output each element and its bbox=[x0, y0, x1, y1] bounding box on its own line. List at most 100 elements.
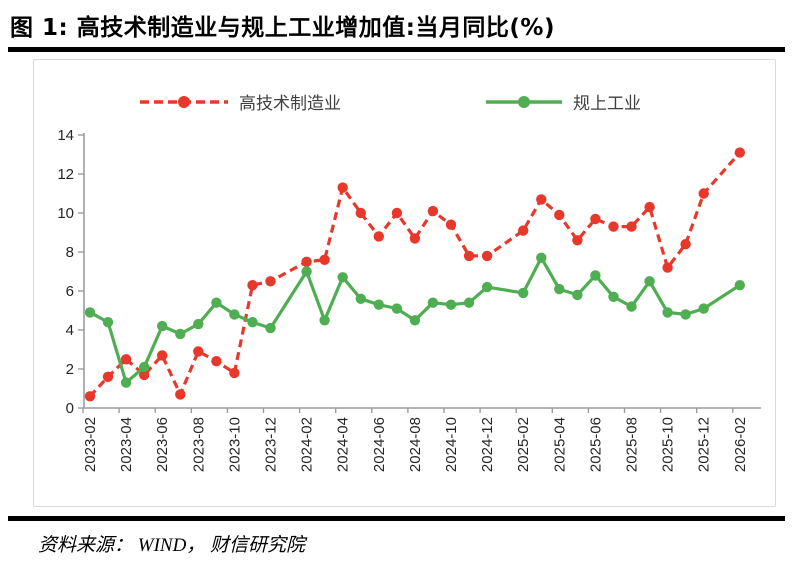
series-1-marker bbox=[355, 293, 366, 304]
series-1-marker bbox=[427, 297, 439, 308]
series-0-marker bbox=[481, 250, 493, 262]
source-attribution: 资料来源： WIND， 财信研究院 bbox=[38, 535, 306, 556]
series-1-marker bbox=[481, 281, 493, 293]
y-tick-label: 2 bbox=[66, 361, 74, 378]
x-tick-label: 2025-12 bbox=[696, 417, 713, 472]
series-0-marker bbox=[463, 250, 475, 262]
series-1-marker bbox=[102, 317, 114, 328]
series-1-marker bbox=[662, 307, 673, 318]
x-tick-label: 2023-12 bbox=[263, 417, 280, 472]
series-1-marker bbox=[680, 309, 691, 320]
series-0-marker bbox=[590, 213, 601, 225]
x-tick-label: 2024-08 bbox=[407, 417, 424, 472]
series-1-marker bbox=[608, 291, 619, 302]
series-0-marker bbox=[319, 254, 330, 265]
y-tick-label: 10 bbox=[57, 205, 74, 222]
chart-panel: 高技术制造业 规上工业 0 2 4 6 8 10 12 14 2023-02 2023-04 202… bbox=[33, 59, 776, 507]
series-1-marker bbox=[644, 276, 655, 287]
x-tick-label: 2025-04 bbox=[551, 417, 568, 472]
x-tick-label: 2023-02 bbox=[82, 417, 99, 472]
legend-label-industry: 规上工业 bbox=[573, 94, 641, 113]
series-1-marker bbox=[626, 301, 637, 312]
series-1-marker bbox=[391, 303, 403, 314]
x-tick-label: 2024-12 bbox=[479, 417, 496, 472]
series-1-marker bbox=[337, 272, 348, 283]
x-tick-label: 2024-06 bbox=[371, 417, 388, 472]
y-tick-label: 0 bbox=[66, 400, 74, 417]
x-tick-label: 2025-08 bbox=[624, 417, 641, 472]
series-0-marker bbox=[445, 219, 457, 230]
x-tick-label: 2024-04 bbox=[335, 417, 352, 472]
x-tick-label: 2026-02 bbox=[732, 417, 749, 472]
series-1-marker bbox=[211, 297, 222, 308]
series-1-marker bbox=[734, 280, 745, 291]
series-1-marker bbox=[409, 315, 421, 326]
series-0-marker bbox=[626, 221, 637, 232]
series-0-marker bbox=[355, 207, 366, 219]
x-tick-label: 2024-02 bbox=[299, 417, 316, 472]
series-0-marker bbox=[139, 369, 150, 381]
series-0-marker bbox=[211, 356, 222, 367]
x-tick-label: 2025-10 bbox=[660, 417, 677, 472]
legend-label-hightech: 高技术制造业 bbox=[239, 94, 341, 113]
series-0-marker bbox=[120, 354, 132, 365]
series-0-marker bbox=[175, 389, 186, 400]
x-tick-label: 2024-10 bbox=[443, 417, 460, 472]
series-1-marker bbox=[572, 289, 583, 301]
x-tick-label: 2025-06 bbox=[587, 417, 604, 472]
series-1-marker bbox=[84, 307, 96, 318]
bottom-divider-rule bbox=[8, 516, 785, 521]
series-0-marker bbox=[427, 205, 439, 217]
series-0-marker bbox=[409, 233, 421, 244]
series-0-marker bbox=[644, 201, 655, 213]
series-0-marker bbox=[337, 182, 348, 193]
y-tick-label: 4 bbox=[66, 322, 74, 339]
series-1-line bbox=[89, 256, 741, 385]
series-0-marker bbox=[247, 280, 258, 291]
series-0-marker bbox=[373, 231, 384, 242]
series-1-marker bbox=[301, 266, 312, 277]
y-tick-label: 12 bbox=[57, 166, 74, 183]
series-0-marker bbox=[662, 262, 673, 273]
series-1-marker bbox=[229, 309, 240, 320]
series-1-marker bbox=[193, 318, 204, 330]
series-0-marker bbox=[554, 209, 565, 221]
series-1-marker bbox=[247, 317, 258, 328]
series-0-marker bbox=[229, 367, 240, 379]
series-0-marker bbox=[301, 256, 312, 267]
legend-swatch-solid-green-icon bbox=[486, 95, 562, 108]
legend-item-industry: 规上工业 bbox=[484, 89, 641, 114]
series-0-marker bbox=[193, 346, 204, 357]
series-1-marker bbox=[518, 287, 529, 299]
series-0-marker bbox=[84, 391, 96, 402]
series-0-marker bbox=[608, 221, 619, 232]
series-1-marker bbox=[463, 297, 475, 308]
series-0-marker bbox=[265, 276, 276, 287]
figure-title: 图 1: 高技术制造业与规上工业增加值:当月同比(%) bbox=[10, 15, 555, 41]
series-1-marker bbox=[698, 303, 709, 314]
series-1-marker bbox=[590, 270, 601, 281]
legend-item-hightech: 高技术制造业 bbox=[138, 89, 341, 114]
series-0-marker bbox=[157, 350, 168, 361]
y-tick-label: 8 bbox=[66, 244, 74, 261]
series-1-marker bbox=[120, 377, 132, 388]
legend-swatch-dashed-red-icon bbox=[140, 95, 228, 108]
x-tick-label: 2023-04 bbox=[118, 417, 135, 472]
y-tick-label: 6 bbox=[66, 283, 74, 300]
series-1-marker bbox=[157, 320, 168, 332]
series-0-marker bbox=[572, 235, 583, 246]
series-0-marker bbox=[734, 147, 745, 158]
series-1-marker bbox=[373, 299, 384, 310]
x-tick-label: 2023-08 bbox=[190, 417, 207, 472]
series-1-marker bbox=[554, 283, 565, 295]
x-tick-label: 2023-06 bbox=[154, 417, 171, 472]
series-1-marker bbox=[175, 328, 186, 340]
series-0-marker bbox=[536, 194, 547, 205]
series-0-line bbox=[88, 151, 741, 398]
series-1-marker bbox=[445, 299, 457, 310]
series-0-marker bbox=[391, 207, 403, 219]
series-1-marker bbox=[265, 322, 276, 334]
plot-area: 0 2 4 6 8 10 12 14 2023-02 2023-04 2023-06 2023-08 2… bbox=[57, 127, 761, 472]
x-tick-label: 2023-10 bbox=[226, 417, 243, 472]
